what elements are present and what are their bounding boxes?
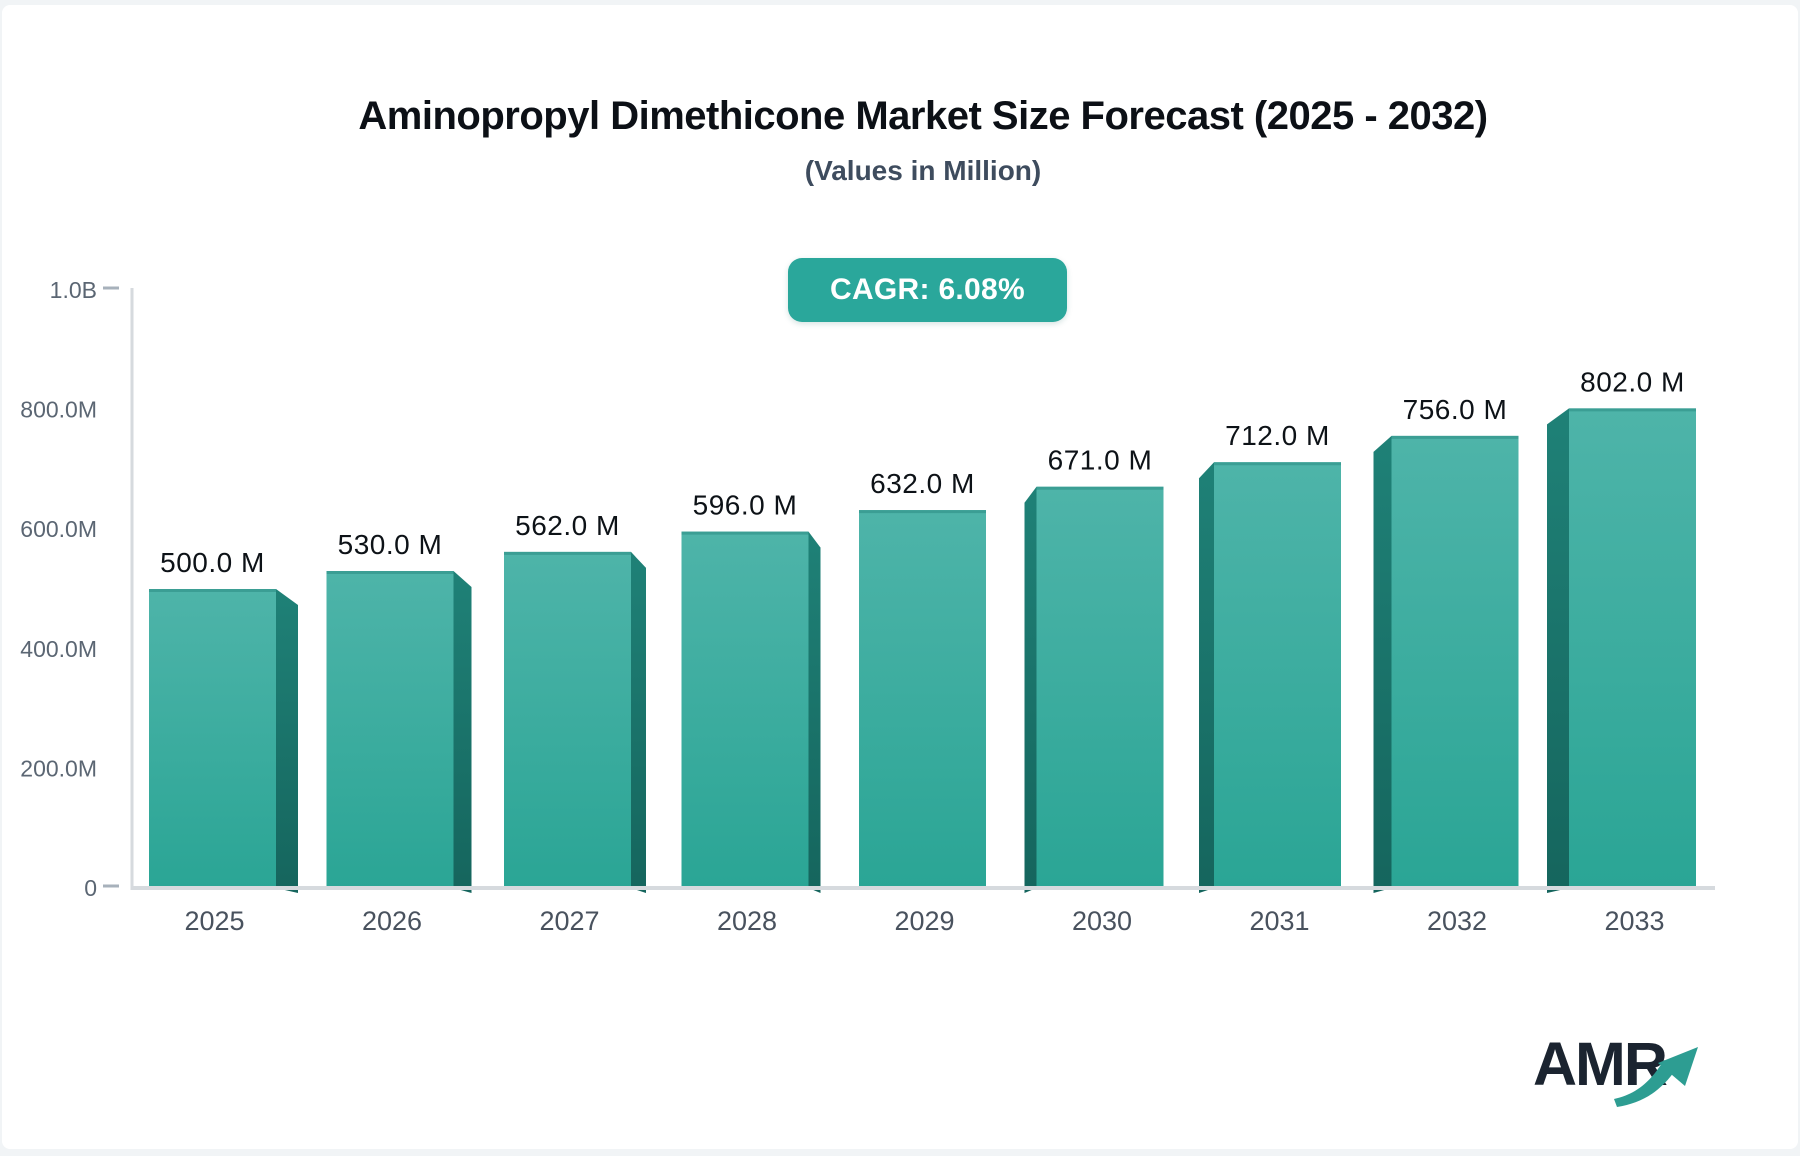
bar-side-face [1373,435,1392,893]
bar-value-label: 712.0 M [1225,420,1330,451]
bar-value-label: 756.0 M [1403,394,1508,425]
bar-side-face [631,551,646,893]
bar-2033[interactable] [1547,408,1696,893]
bar-2028[interactable] [681,531,821,893]
bar-front-face [504,551,631,890]
bar-value-label: 671.0 M [1048,445,1153,476]
cagr-badge: CAGR: 6.08% [788,258,1067,322]
x-tick-label: 2032 [1427,906,1487,936]
bar-front-face [1036,486,1164,890]
bar-side-face [1199,462,1214,893]
bar-2031[interactable] [1199,462,1341,893]
cagr-badge-label: CAGR: 6.08% [829,273,1026,306]
x-tick-label: 2028 [717,906,777,936]
x-tick-label: 2030 [1072,906,1132,936]
bar-side-face [1024,486,1037,893]
bar-front-face [149,589,276,890]
y-tick-label: 600.0M [20,516,97,542]
y-tick-label: 400.0M [20,636,97,662]
x-tick-label: 2025 [184,906,244,936]
x-tick-label: 2026 [362,906,422,936]
x-tick-label: 2031 [1249,906,1309,936]
bar-2027[interactable] [504,551,646,893]
bar-value-label: 500.0 M [160,547,265,578]
bar-value-label: 530.0 M [338,529,443,560]
bar-2029[interactable] [859,510,986,890]
bar-side-face [453,571,472,893]
x-tick-label: 2029 [894,906,954,936]
bar-side-face [1547,408,1569,893]
x-tick-label: 2027 [539,906,599,936]
bar-2025[interactable] [149,589,298,893]
bar-value-label: 802.0 M [1580,366,1685,397]
bar-value-label: 562.0 M [515,510,620,541]
bar-2026[interactable] [326,571,472,893]
bar-2032[interactable] [1373,435,1519,893]
bar-2030[interactable] [1024,486,1164,893]
bar-front-face [859,510,986,890]
bar-front-face [1214,462,1341,890]
bar-front-face [681,531,809,890]
y-tick-label: 200.0M [20,755,97,781]
amr-logo: AMR [1533,1034,1713,1114]
bar-value-label: 632.0 M [870,468,975,499]
x-tick-label: 2033 [1604,906,1664,936]
bar-front-face [1391,435,1519,890]
bar-side-face [276,589,298,893]
y-tick-label: 0 [84,875,97,901]
bar-side-face [808,531,821,893]
growth-arrow-icon [1614,1047,1698,1107]
y-tick-label: 1.0B [50,277,97,303]
bar-value-label: 596.0 M [693,490,798,521]
y-tick-label: 800.0M [20,397,97,423]
bar-front-face [1569,408,1696,890]
bar-front-face [326,571,454,890]
